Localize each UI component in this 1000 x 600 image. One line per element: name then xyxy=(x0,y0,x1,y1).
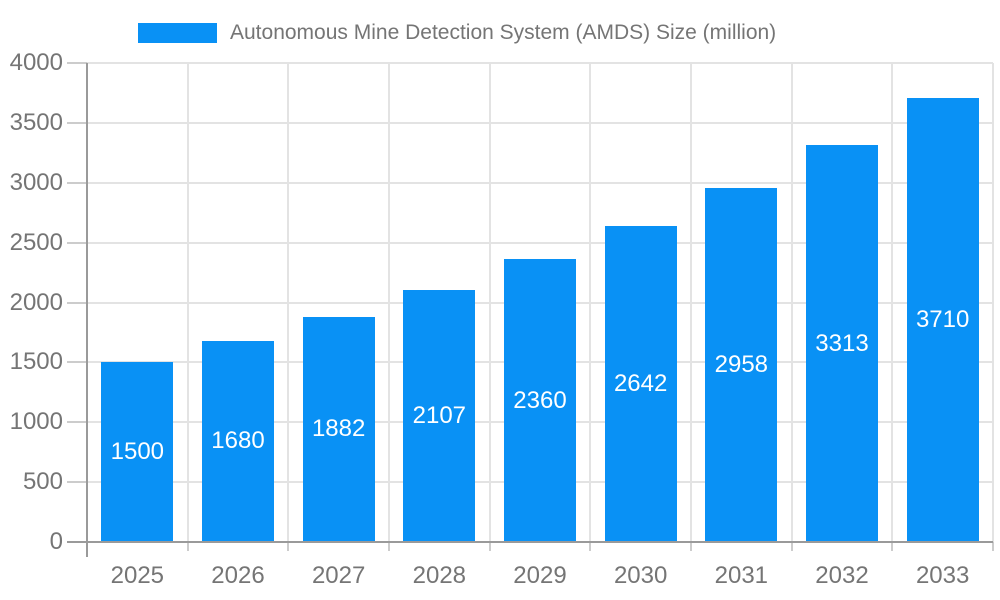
legend-label: Autonomous Mine Detection System (AMDS) … xyxy=(230,21,777,44)
bar-value-label: 2107 xyxy=(412,401,467,429)
x-axis-tick-label: 2027 xyxy=(311,562,366,589)
y-axis-tick-label: 2500 xyxy=(9,228,63,256)
bar-value-label: 1680 xyxy=(211,427,265,455)
gridline-horizontal xyxy=(87,241,993,244)
gridline-horizontal xyxy=(87,121,993,124)
bar-value-label: 1882 xyxy=(311,415,366,443)
gridline-vertical xyxy=(690,63,692,542)
x-axis-tick-label: 2028 xyxy=(412,562,467,589)
x-axis-tick xyxy=(186,542,189,551)
x-axis-line xyxy=(67,541,993,543)
x-axis-tick xyxy=(790,542,793,551)
legend: Autonomous Mine Detection System (AMDS) … xyxy=(138,21,777,44)
y-axis-tick xyxy=(67,121,87,124)
y-axis-tick-label: 4000 xyxy=(9,49,63,76)
x-axis-tick-label: 2025 xyxy=(110,562,165,589)
x-axis-tick-label: 2029 xyxy=(513,562,567,589)
bar-value-label: 3313 xyxy=(815,329,869,357)
bar: 1500 xyxy=(101,362,174,542)
y-axis-tick-label: 2000 xyxy=(9,288,63,316)
gridline-vertical xyxy=(388,63,390,542)
bar: 2107 xyxy=(403,289,476,542)
x-axis-tick xyxy=(992,542,994,551)
gridline-vertical xyxy=(589,63,592,542)
y-axis-tick xyxy=(67,62,87,64)
y-axis-tick-label: 1500 xyxy=(9,348,63,376)
x-axis-tick xyxy=(287,542,290,551)
gridline-vertical xyxy=(891,63,894,542)
y-axis-tick-label: 3500 xyxy=(9,108,63,136)
gridline-vertical xyxy=(992,63,994,542)
y-axis-tick xyxy=(67,421,87,424)
y-axis-tick xyxy=(67,181,87,184)
y-axis-tick-label: 0 xyxy=(49,528,63,555)
y-axis-tick xyxy=(67,241,87,244)
bar: 3313 xyxy=(806,145,878,542)
x-axis-tick-label: 2033 xyxy=(915,562,970,589)
y-axis-tick-label: 1000 xyxy=(9,408,63,436)
y-axis-line xyxy=(86,63,88,557)
gridline-horizontal xyxy=(87,62,993,64)
bar-value-label: 3710 xyxy=(915,305,970,333)
bar-value-label: 2642 xyxy=(613,369,668,397)
x-axis-tick-label: 2032 xyxy=(815,562,869,589)
gridline-horizontal xyxy=(87,181,993,184)
x-axis-tick xyxy=(488,542,491,551)
x-axis-tick xyxy=(589,542,592,551)
y-axis-tick xyxy=(67,481,87,484)
x-axis-tick xyxy=(891,542,894,551)
bar-value-label: 1500 xyxy=(110,438,165,466)
bar: 1882 xyxy=(302,316,375,542)
bar: 2958 xyxy=(705,187,778,542)
y-axis-tick xyxy=(67,301,87,304)
x-axis-tick-label: 2031 xyxy=(714,562,769,589)
bar-value-label: 2360 xyxy=(513,386,567,414)
x-axis-tick-label: 2030 xyxy=(613,562,668,589)
gridline-vertical xyxy=(186,63,189,542)
bar: 2360 xyxy=(504,259,576,542)
bar: 2642 xyxy=(604,225,677,542)
x-axis-tick xyxy=(388,542,390,551)
y-axis-tick-label: 500 xyxy=(22,468,63,496)
bar-value-label: 2958 xyxy=(714,350,769,378)
y-axis-tick-label: 3000 xyxy=(9,168,63,196)
gridline-vertical xyxy=(790,63,793,542)
gridline-vertical xyxy=(488,63,491,542)
bar: 3710 xyxy=(906,97,979,542)
y-axis-tick xyxy=(67,361,87,364)
bar: 1680 xyxy=(202,340,274,542)
gridline-vertical xyxy=(287,63,290,542)
x-axis-tick xyxy=(690,542,692,551)
legend-swatch xyxy=(138,23,217,43)
x-axis-tick-label: 2026 xyxy=(211,562,265,589)
